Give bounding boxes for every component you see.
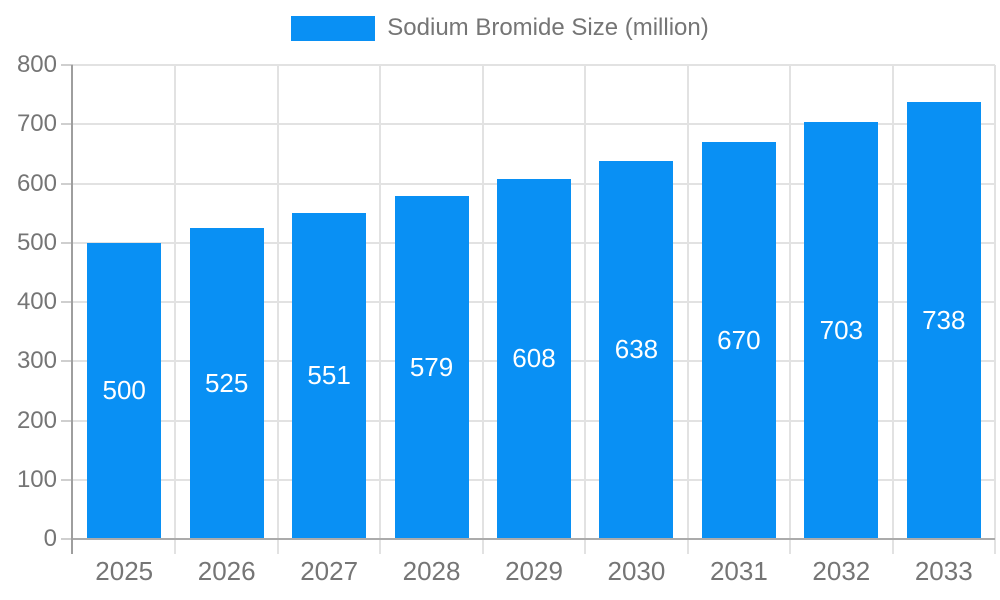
bar-value-label: 670 (717, 325, 761, 355)
x-axis-label: 2025 (95, 556, 154, 586)
gridline-vertical (891, 65, 894, 554)
bar: 638 (599, 160, 674, 539)
gridline-vertical (379, 65, 382, 554)
y-axis-tick (61, 360, 73, 363)
y-axis-label: 800 (16, 51, 57, 78)
x-axis-label: 2030 (607, 556, 666, 586)
x-axis-label: 2028 (402, 556, 461, 586)
y-axis-tick (61, 123, 73, 126)
bar: 738 (906, 101, 981, 539)
bar: 608 (497, 178, 571, 539)
y-axis-tick (61, 419, 73, 422)
x-axis-label: 2026 (197, 556, 256, 586)
bar-value-label: 551 (307, 360, 351, 391)
bar-value-label: 579 (409, 351, 454, 382)
gridline-vertical (584, 65, 587, 554)
bar: 500 (87, 242, 162, 539)
chart-legend[interactable]: Sodium Bromide Size (million) (0, 0, 1000, 56)
gridline-vertical (276, 65, 279, 554)
gridline-vertical (789, 65, 792, 554)
bar: 525 (189, 227, 264, 539)
legend-label: Sodium Bromide Size (million) (387, 14, 709, 41)
y-axis-tick (61, 64, 73, 66)
y-axis-line (71, 65, 73, 554)
gridline-vertical (994, 65, 996, 554)
y-axis-label: 700 (16, 110, 57, 138)
x-axis-label: 2031 (709, 556, 768, 586)
bar: 579 (394, 195, 469, 539)
y-axis-label: 100 (16, 465, 57, 493)
x-axis-label: 2032 (812, 556, 871, 586)
y-axis-label: 200 (16, 406, 57, 434)
y-axis-label: 0 (43, 525, 57, 552)
gridline-vertical (174, 65, 177, 554)
x-axis-label: 2029 (505, 556, 563, 586)
bar-value-label: 703 (819, 315, 864, 346)
gridline-horizontal (73, 64, 995, 66)
bar-value-label: 738 (922, 304, 966, 335)
y-axis-tick (61, 538, 73, 540)
y-axis-tick (61, 241, 73, 244)
bar-value-label: 500 (102, 375, 146, 406)
y-axis-label: 300 (16, 347, 57, 375)
x-axis-label: 2033 (914, 556, 973, 586)
y-axis-label: 500 (16, 228, 57, 256)
gridline-vertical (686, 65, 689, 554)
bar: 670 (701, 142, 776, 539)
bar-value-label: 525 (204, 367, 249, 398)
y-axis-label: 600 (16, 169, 57, 197)
x-axis-label: 2027 (300, 556, 359, 586)
y-axis-tick (61, 182, 73, 185)
legend-swatch-icon (291, 15, 376, 41)
bar-value-label: 638 (614, 334, 659, 365)
y-axis-tick (61, 301, 73, 303)
bar: 551 (292, 212, 367, 539)
bar: 703 (804, 122, 879, 539)
gridline-vertical (481, 65, 484, 554)
y-axis-tick (61, 478, 73, 481)
bar-value-label: 608 (512, 343, 556, 374)
y-axis-label: 400 (16, 288, 57, 315)
